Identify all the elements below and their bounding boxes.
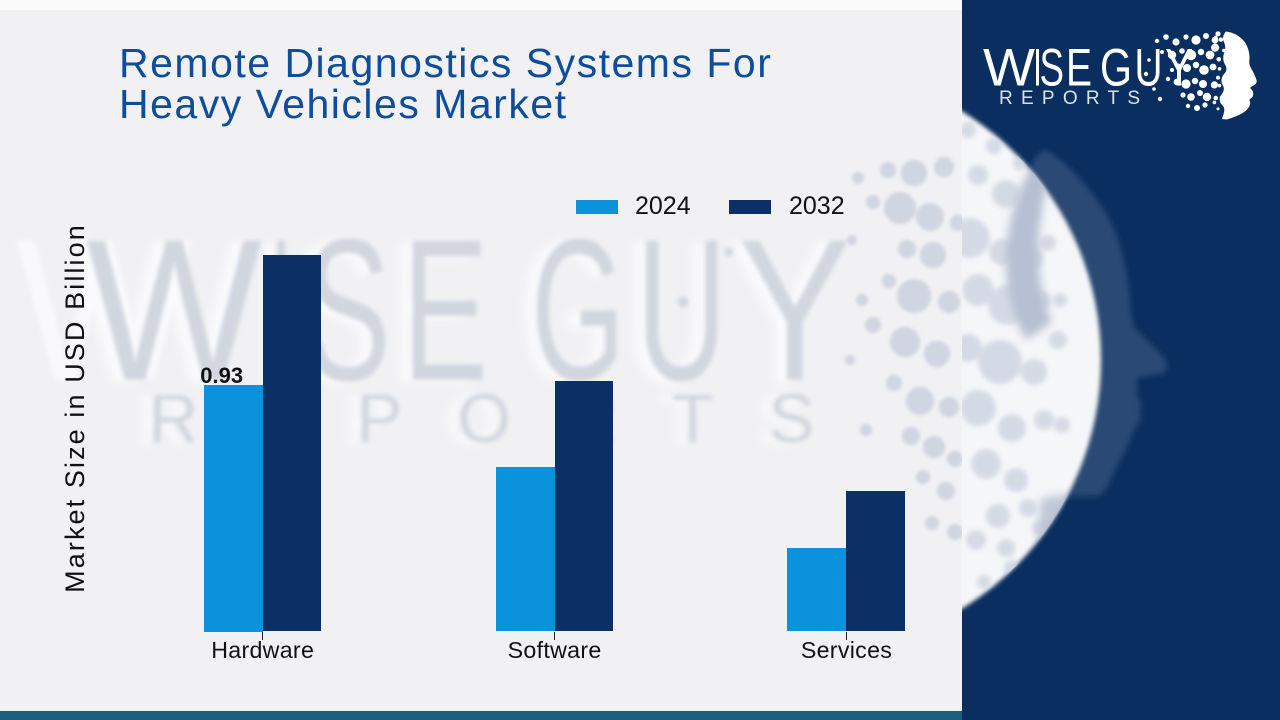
svg-text:REPORTS: REPORTS	[999, 88, 1140, 109]
svg-text:E: E	[402, 197, 488, 423]
svg-text:E: E	[390, 199, 476, 425]
svg-text:S: S	[1040, 39, 1065, 98]
svg-text:I: I	[1033, 39, 1042, 98]
svg-text:U: U	[1135, 39, 1163, 98]
svg-text:E: E	[1066, 39, 1092, 98]
svg-text:U: U	[625, 199, 715, 425]
svg-text:U: U	[637, 197, 727, 423]
svg-text:W: W	[983, 39, 1035, 98]
svg-text:Y: Y	[738, 197, 851, 423]
svg-text:Y: Y	[726, 199, 839, 425]
svg-text:W: W	[16, 197, 192, 423]
svg-text:G: G	[1100, 39, 1132, 98]
